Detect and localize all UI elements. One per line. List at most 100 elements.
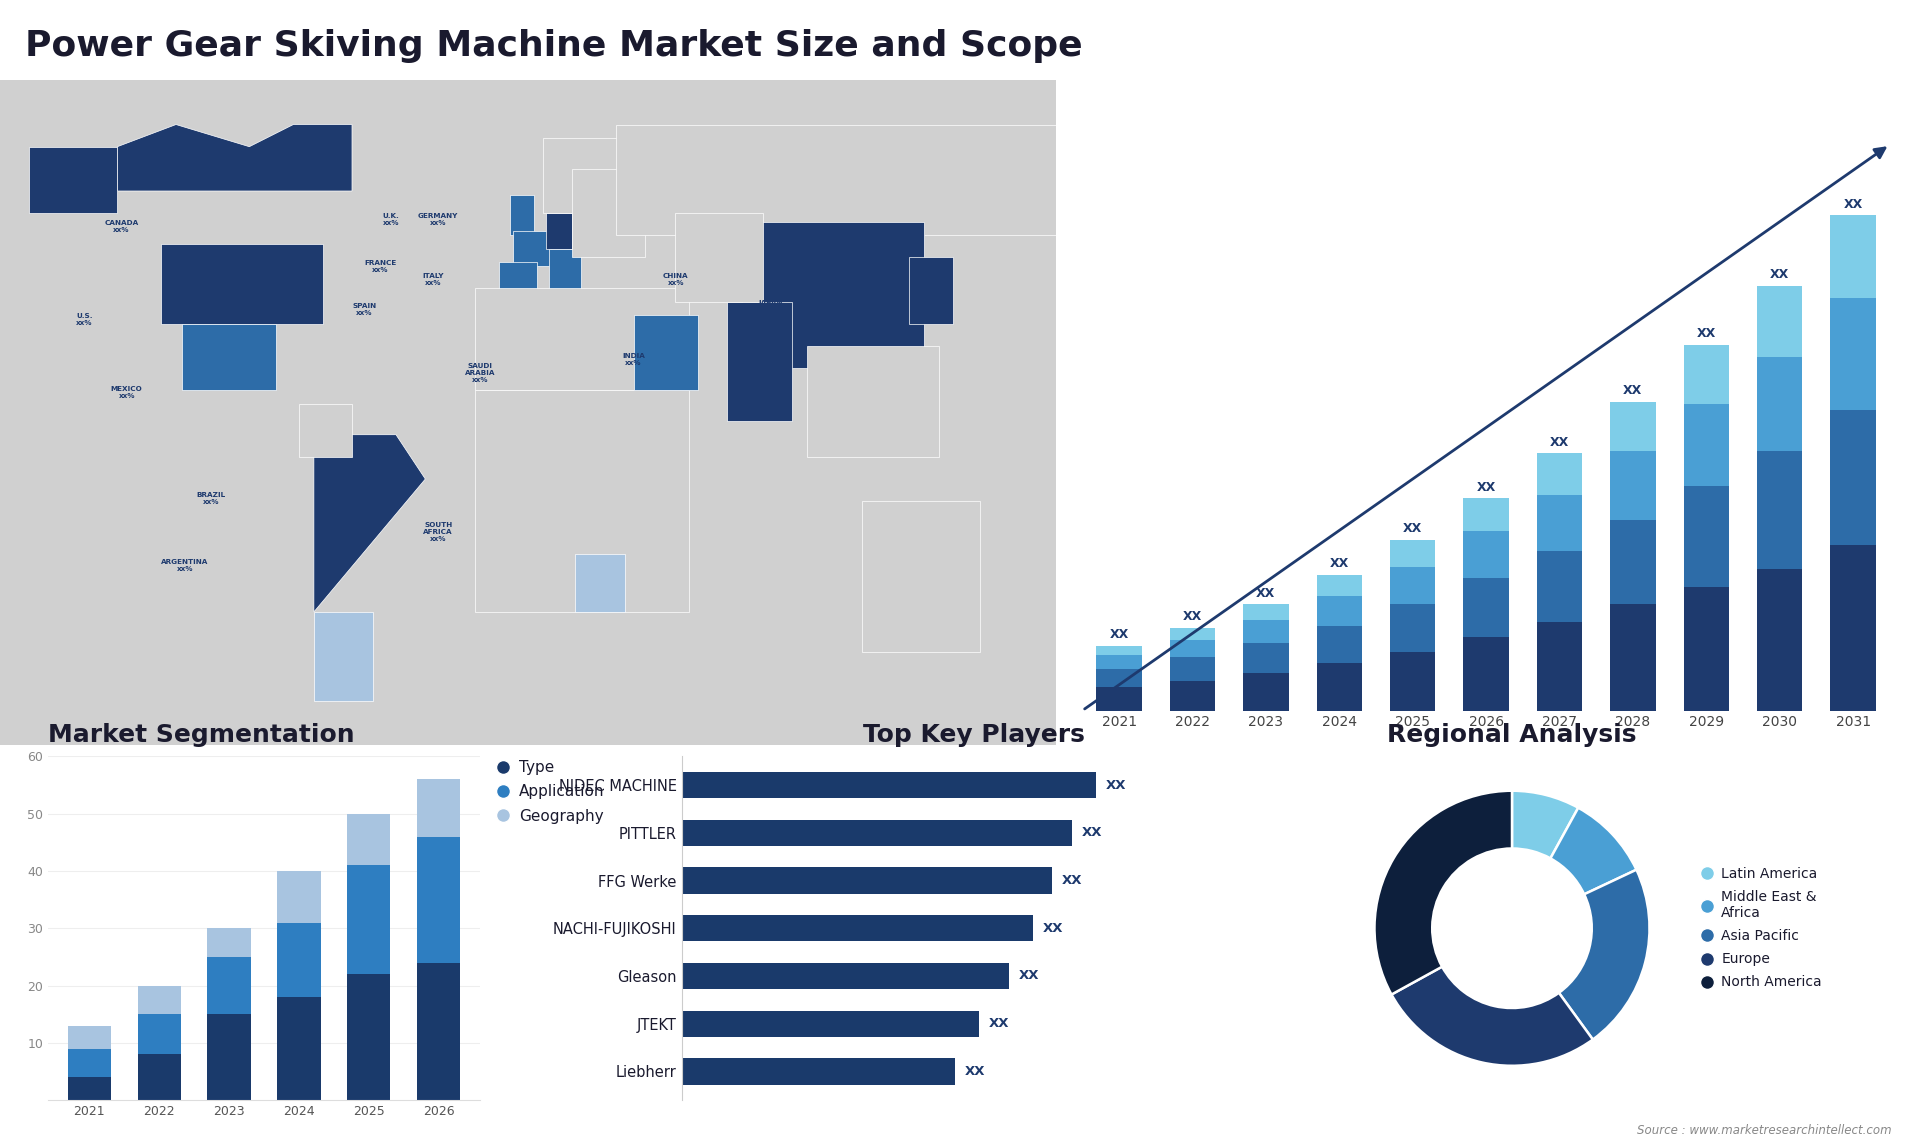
Text: U.S.
xx%: U.S. xx% <box>77 313 92 325</box>
Bar <box>1536 495 1582 551</box>
Text: CHINA
xx%: CHINA xx% <box>662 273 689 286</box>
Bar <box>1463 532 1509 579</box>
Bar <box>67 1077 111 1100</box>
Polygon shape <box>543 138 622 213</box>
Text: Market Segmentation: Market Segmentation <box>48 723 355 747</box>
Wedge shape <box>1559 870 1649 1039</box>
Bar <box>276 997 321 1100</box>
Wedge shape <box>1551 808 1636 894</box>
Legend: Type, Application, Geography: Type, Application, Geography <box>495 758 609 826</box>
Bar <box>1317 664 1361 711</box>
Polygon shape <box>634 315 699 391</box>
Text: XX: XX <box>1770 268 1789 281</box>
Polygon shape <box>549 249 580 293</box>
Bar <box>348 974 390 1100</box>
Bar <box>1611 452 1655 519</box>
Bar <box>1684 487 1730 587</box>
Text: XX: XX <box>1843 197 1862 211</box>
Legend: Latin America, Middle East &
Africa, Asia Pacific, Europe, North America: Latin America, Middle East & Africa, Asi… <box>1697 862 1828 995</box>
Bar <box>417 963 461 1100</box>
Bar <box>1463 579 1509 637</box>
Bar <box>1830 545 1876 711</box>
Polygon shape <box>806 346 939 457</box>
Text: XX: XX <box>1183 611 1202 623</box>
Text: Source : www.marketresearchintellect.com: Source : www.marketresearchintellect.com <box>1636 1124 1891 1137</box>
Bar <box>417 837 461 963</box>
Text: MEXICO
xx%: MEXICO xx% <box>111 386 142 399</box>
Bar <box>1242 673 1288 711</box>
Bar <box>682 772 1096 799</box>
Bar <box>682 963 1008 989</box>
Text: XX: XX <box>1062 874 1083 887</box>
Title: Regional Analysis: Regional Analysis <box>1388 723 1636 747</box>
Text: XX: XX <box>1043 921 1064 935</box>
Bar <box>207 1014 252 1100</box>
Text: RESEARCH: RESEARCH <box>1757 55 1811 64</box>
Bar <box>682 916 1033 941</box>
Bar <box>1390 566 1436 604</box>
Text: XX: XX <box>1106 778 1127 792</box>
Title: Top Key Players: Top Key Players <box>864 723 1085 747</box>
Bar <box>1830 298 1876 410</box>
Bar <box>1169 639 1215 658</box>
Bar <box>276 923 321 997</box>
Text: MARKET: MARKET <box>1763 37 1805 46</box>
Bar <box>138 1014 180 1054</box>
Text: SOUTH
AFRICA
xx%: SOUTH AFRICA xx% <box>424 523 453 542</box>
Bar <box>1096 656 1142 669</box>
Bar <box>1242 643 1288 673</box>
Polygon shape <box>499 262 538 297</box>
Bar <box>276 871 321 923</box>
Text: JAPAN
xx%: JAPAN xx% <box>758 300 783 313</box>
Text: U.K.
xx%: U.K. xx% <box>382 213 399 226</box>
Polygon shape <box>476 391 689 612</box>
Text: XX: XX <box>1110 628 1129 641</box>
Bar <box>1536 551 1582 622</box>
Polygon shape <box>574 555 624 612</box>
Polygon shape <box>743 222 924 368</box>
Text: XX: XX <box>1018 970 1039 982</box>
Bar <box>1242 620 1288 643</box>
Bar <box>682 868 1052 894</box>
Bar <box>348 814 390 865</box>
Bar <box>1611 519 1655 604</box>
Polygon shape <box>313 434 426 612</box>
Text: INDIA
xx%: INDIA xx% <box>622 353 645 366</box>
Bar <box>1242 604 1288 620</box>
Polygon shape <box>1709 80 1822 132</box>
Bar <box>682 1058 954 1084</box>
Bar <box>1169 681 1215 711</box>
FancyBboxPatch shape <box>0 80 1056 745</box>
Text: XX: XX <box>1256 587 1275 599</box>
Wedge shape <box>1392 967 1594 1066</box>
Bar <box>67 1049 111 1077</box>
Text: XX: XX <box>1081 826 1102 839</box>
Text: Power Gear Skiving Machine Market Size and Scope: Power Gear Skiving Machine Market Size a… <box>25 29 1083 63</box>
Text: SAUDI
ARABIA
xx%: SAUDI ARABIA xx% <box>465 362 495 383</box>
Bar <box>1096 669 1142 686</box>
Bar <box>1830 410 1876 545</box>
Text: SPAIN
xx%: SPAIN xx% <box>351 303 376 316</box>
Text: INTELLECT: INTELLECT <box>1757 73 1811 81</box>
Bar <box>1611 401 1655 452</box>
Bar <box>138 1054 180 1100</box>
Bar <box>1317 596 1361 626</box>
Text: XX: XX <box>1549 435 1569 449</box>
Text: BRAZIL
xx%: BRAZIL xx% <box>196 493 227 505</box>
Polygon shape <box>313 612 372 700</box>
Polygon shape <box>545 213 572 249</box>
Bar <box>1536 454 1582 495</box>
Bar <box>1390 540 1436 566</box>
Text: XX: XX <box>989 1018 1010 1030</box>
Text: FRANCE
xx%: FRANCE xx% <box>365 260 396 273</box>
Polygon shape <box>572 168 645 258</box>
Polygon shape <box>300 403 351 457</box>
Bar <box>1757 452 1803 570</box>
Polygon shape <box>513 230 551 266</box>
Text: XX: XX <box>1476 480 1496 494</box>
Text: ARGENTINA
xx%: ARGENTINA xx% <box>161 559 209 572</box>
Bar <box>67 1026 111 1049</box>
Bar <box>1830 215 1876 298</box>
Polygon shape <box>728 301 791 422</box>
Bar <box>1536 622 1582 711</box>
